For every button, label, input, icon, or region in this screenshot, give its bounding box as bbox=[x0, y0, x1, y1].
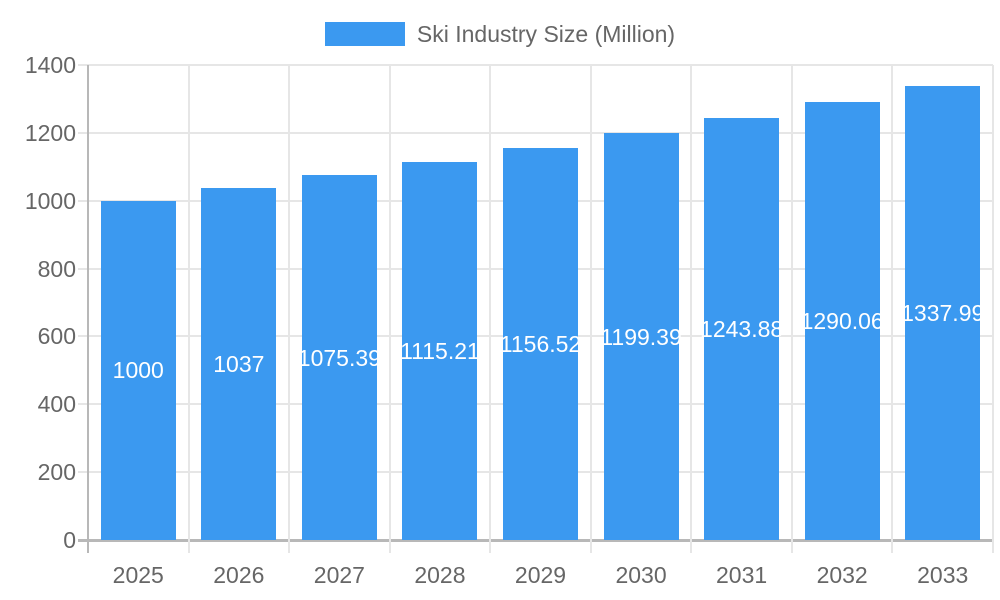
x-axis-tick-label: 2028 bbox=[414, 562, 466, 588]
bar-2030[interactable] bbox=[603, 133, 679, 540]
x-gridline bbox=[790, 65, 793, 553]
x-gridline bbox=[288, 65, 291, 553]
legend-color-swatch-icon bbox=[324, 22, 405, 46]
y-axis-tick-label: 1400 bbox=[24, 52, 76, 78]
bar-2028[interactable] bbox=[402, 161, 478, 540]
x-gridline bbox=[489, 65, 492, 553]
y-axis-tick-label: 1200 bbox=[24, 119, 76, 146]
y-gridline bbox=[78, 539, 993, 542]
y-gridline bbox=[78, 64, 993, 66]
bar-2027[interactable] bbox=[301, 175, 377, 540]
bar-2031[interactable] bbox=[704, 117, 780, 540]
x-axis-tick-label: 2026 bbox=[213, 562, 265, 588]
y-axis-tick-label: 400 bbox=[37, 391, 76, 418]
bar-2029[interactable] bbox=[503, 147, 578, 540]
bar-2026[interactable] bbox=[201, 188, 277, 540]
legend-label: Ski Industry Size (Million) bbox=[416, 21, 676, 47]
x-axis-tick-label: 2033 bbox=[917, 562, 969, 588]
bar-2032[interactable] bbox=[804, 102, 880, 540]
x-axis-tick-label: 2030 bbox=[615, 562, 667, 588]
y-axis-tick-label: 200 bbox=[37, 459, 76, 486]
x-axis-tick-label: 2029 bbox=[514, 562, 567, 588]
y-gridline bbox=[78, 131, 993, 134]
y-axis-tick-label: 600 bbox=[37, 323, 76, 350]
bar-2025[interactable] bbox=[100, 200, 176, 540]
y-axis-line bbox=[87, 65, 89, 553]
x-gridline bbox=[891, 65, 894, 553]
legend-item-ski-industry-size[interactable]: Ski Industry Size (Million) bbox=[0, 20, 1000, 48]
x-gridline bbox=[690, 65, 693, 553]
y-axis-tick-label: 1000 bbox=[24, 187, 76, 214]
x-gridline bbox=[388, 65, 391, 553]
x-gridline bbox=[187, 65, 190, 553]
x-axis-tick-label: 2025 bbox=[112, 562, 164, 588]
x-axis-tick-label: 2032 bbox=[816, 562, 868, 588]
x-gridline bbox=[589, 65, 592, 553]
y-axis-tick-label: 0 bbox=[63, 527, 76, 553]
y-axis-tick-label: 800 bbox=[37, 255, 76, 282]
x-axis-tick-label: 2031 bbox=[716, 562, 768, 588]
x-gridline bbox=[992, 65, 994, 553]
bar-2033[interactable] bbox=[905, 86, 981, 540]
x-axis-tick-label: 2027 bbox=[313, 562, 365, 588]
